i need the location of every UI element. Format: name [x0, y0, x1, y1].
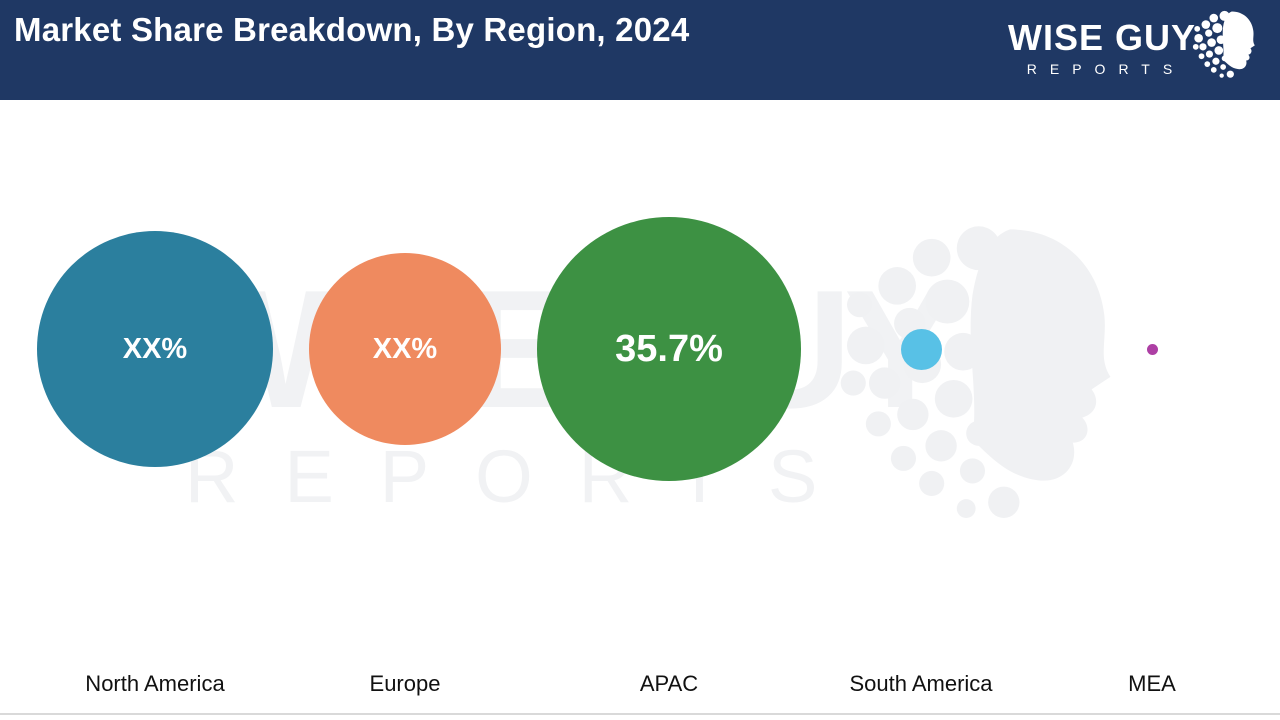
watermark-subtitle: REPORTS [185, 435, 864, 518]
watermark-head-icon [800, 220, 1170, 565]
bubble-value-europe: XX% [372, 332, 438, 365]
category-label-mea: MEA [1128, 671, 1176, 696]
head-logo-icon [1190, 8, 1262, 90]
wiseguy-logo: WISE GUY REPORTS [1008, 8, 1262, 90]
category-label-north-america: North America [85, 671, 225, 696]
bubble-mea [1146, 343, 1158, 355]
header-bar: Market Share Breakdown, By Region, 2024 … [0, 0, 1280, 100]
bubble-north-america: XX% [37, 231, 273, 467]
bubble-apac: 35.7% [537, 217, 801, 481]
bubble-value-apac: 35.7% [615, 327, 723, 370]
bubble-south-america [900, 328, 942, 370]
logo-subtitle: REPORTS [1026, 61, 1186, 77]
logo-wordmark: WISE GUY [1007, 17, 1196, 58]
bubble-value-north-america: XX% [122, 332, 188, 365]
category-label-south-america: South America [849, 671, 993, 696]
bubble-europe: XX% [309, 253, 501, 445]
category-label-europe: Europe [369, 671, 441, 696]
page-title: Market Share Breakdown, By Region, 2024 [14, 11, 690, 48]
bottom-divider [0, 713, 1280, 715]
category-label-apac: APAC [639, 671, 699, 696]
